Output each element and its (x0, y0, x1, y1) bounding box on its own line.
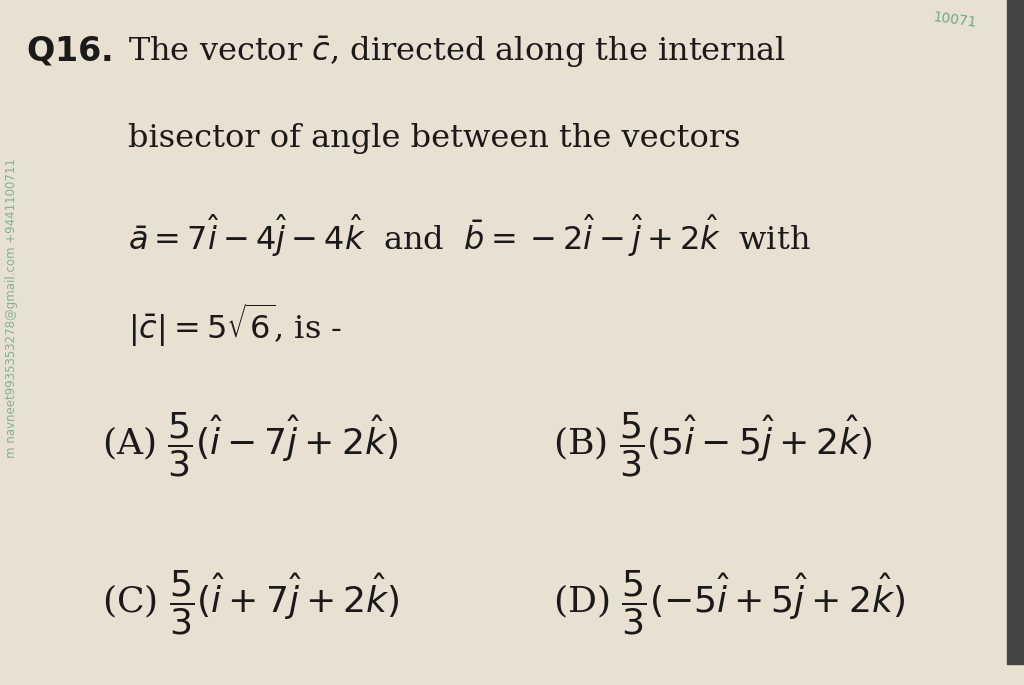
Text: 10071: 10071 (932, 10, 977, 30)
Text: The vector $\bar{c}$, directed along the internal: The vector $\bar{c}$, directed along the… (128, 34, 786, 70)
Text: m navneet9935353278@gmail.com +9441100711: m navneet9935353278@gmail.com +944110071… (5, 158, 18, 458)
Text: (C) $\dfrac{5}{3}(\hat{i} + 7\hat{j} + 2\hat{k})$: (C) $\dfrac{5}{3}(\hat{i} + 7\hat{j} + 2… (102, 569, 400, 637)
Text: $\mathbf{Q16.}$: $\mathbf{Q16.}$ (26, 34, 112, 67)
Text: (D) $\dfrac{5}{3}(-5\hat{i} + 5\hat{j} + 2\hat{k})$: (D) $\dfrac{5}{3}(-5\hat{i} + 5\hat{j} +… (553, 569, 905, 637)
Text: bisector of angle between the vectors: bisector of angle between the vectors (128, 123, 740, 154)
Text: $\bar{a} = 7\hat{i} - 4\hat{j} - 4\hat{k}$  and  $\bar{b} = -2\hat{i} - \hat{j} : $\bar{a} = 7\hat{i} - 4\hat{j} - 4\hat{k… (128, 212, 811, 260)
Text: (A) $\dfrac{5}{3}(\hat{i} - 7\hat{j} + 2\hat{k})$: (A) $\dfrac{5}{3}(\hat{i} - 7\hat{j} + 2… (102, 411, 398, 480)
Bar (1007, 0, 1024, 664)
Text: (B) $\dfrac{5}{3}(5\hat{i} - 5\hat{j} + 2\hat{k})$: (B) $\dfrac{5}{3}(5\hat{i} - 5\hat{j} + … (553, 411, 872, 480)
Text: $|\bar{c}| = 5\sqrt{6}$, is -: $|\bar{c}| = 5\sqrt{6}$, is - (128, 301, 342, 349)
